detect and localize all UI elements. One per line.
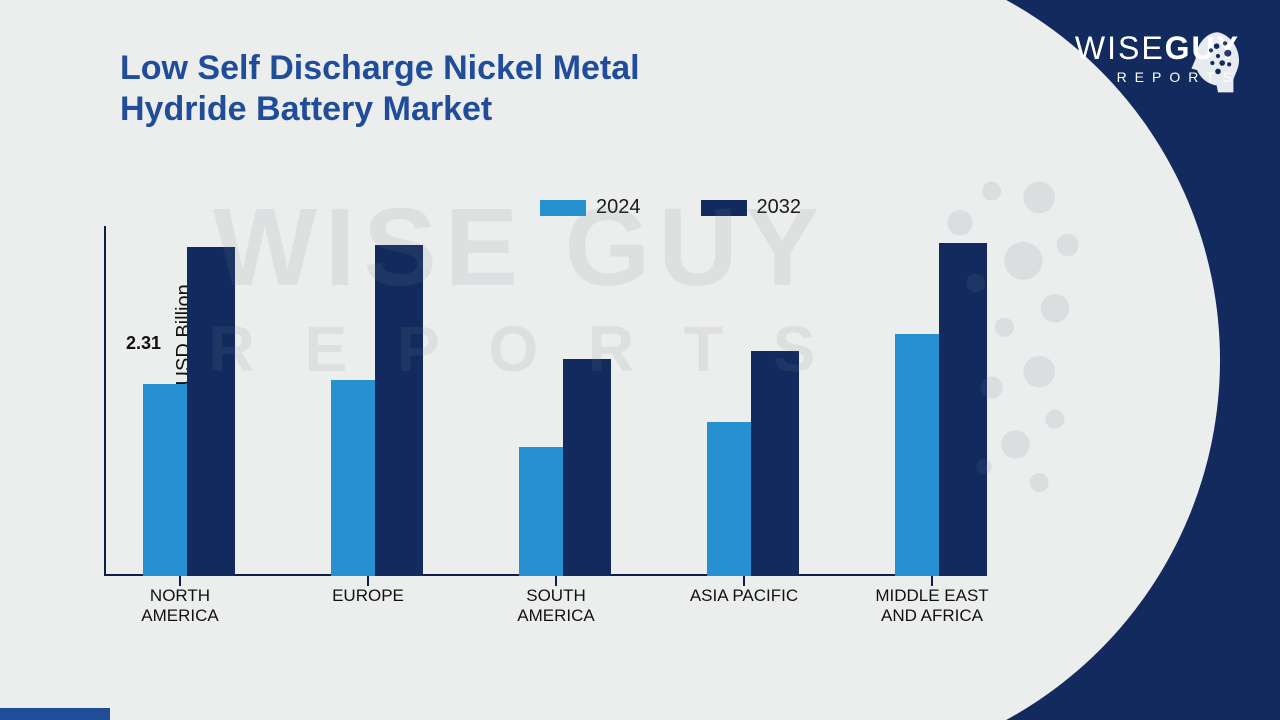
footer-accent	[0, 708, 110, 720]
logo-head-icon	[1176, 28, 1246, 98]
brand-main: WISE	[1075, 30, 1165, 66]
y-axis	[104, 226, 106, 576]
bar-2024	[519, 447, 567, 576]
bar-2024	[331, 380, 379, 576]
bar-group	[698, 351, 808, 576]
brand-logo: WISEGUY REPORTS	[1075, 30, 1240, 85]
category-label: NORTH AMERICA	[110, 586, 250, 627]
bar-2024	[707, 422, 755, 576]
category-label: ASIA PACIFIC	[674, 586, 814, 606]
category-label: EUROPE	[298, 586, 438, 606]
x-tick	[367, 576, 369, 586]
decorative-dots	[800, 150, 1120, 530]
content: WISE GUY R E P O R T S Low Self Discharg…	[0, 0, 1280, 720]
page-title: Low Self Discharge Nickel Metal Hydride …	[120, 48, 760, 130]
category-label: SOUTH AMERICA	[486, 586, 626, 627]
bar-2032	[751, 351, 799, 576]
x-tick	[555, 576, 557, 586]
x-tick	[179, 576, 181, 586]
bar-2032	[563, 359, 611, 576]
x-tick	[743, 576, 745, 586]
bar-group	[510, 359, 620, 576]
bar-2024	[143, 384, 191, 577]
watermark-main: WISE GUY	[213, 186, 827, 309]
category-label: MIDDLE EAST AND AFRICA	[862, 586, 1002, 627]
x-tick	[931, 576, 933, 586]
